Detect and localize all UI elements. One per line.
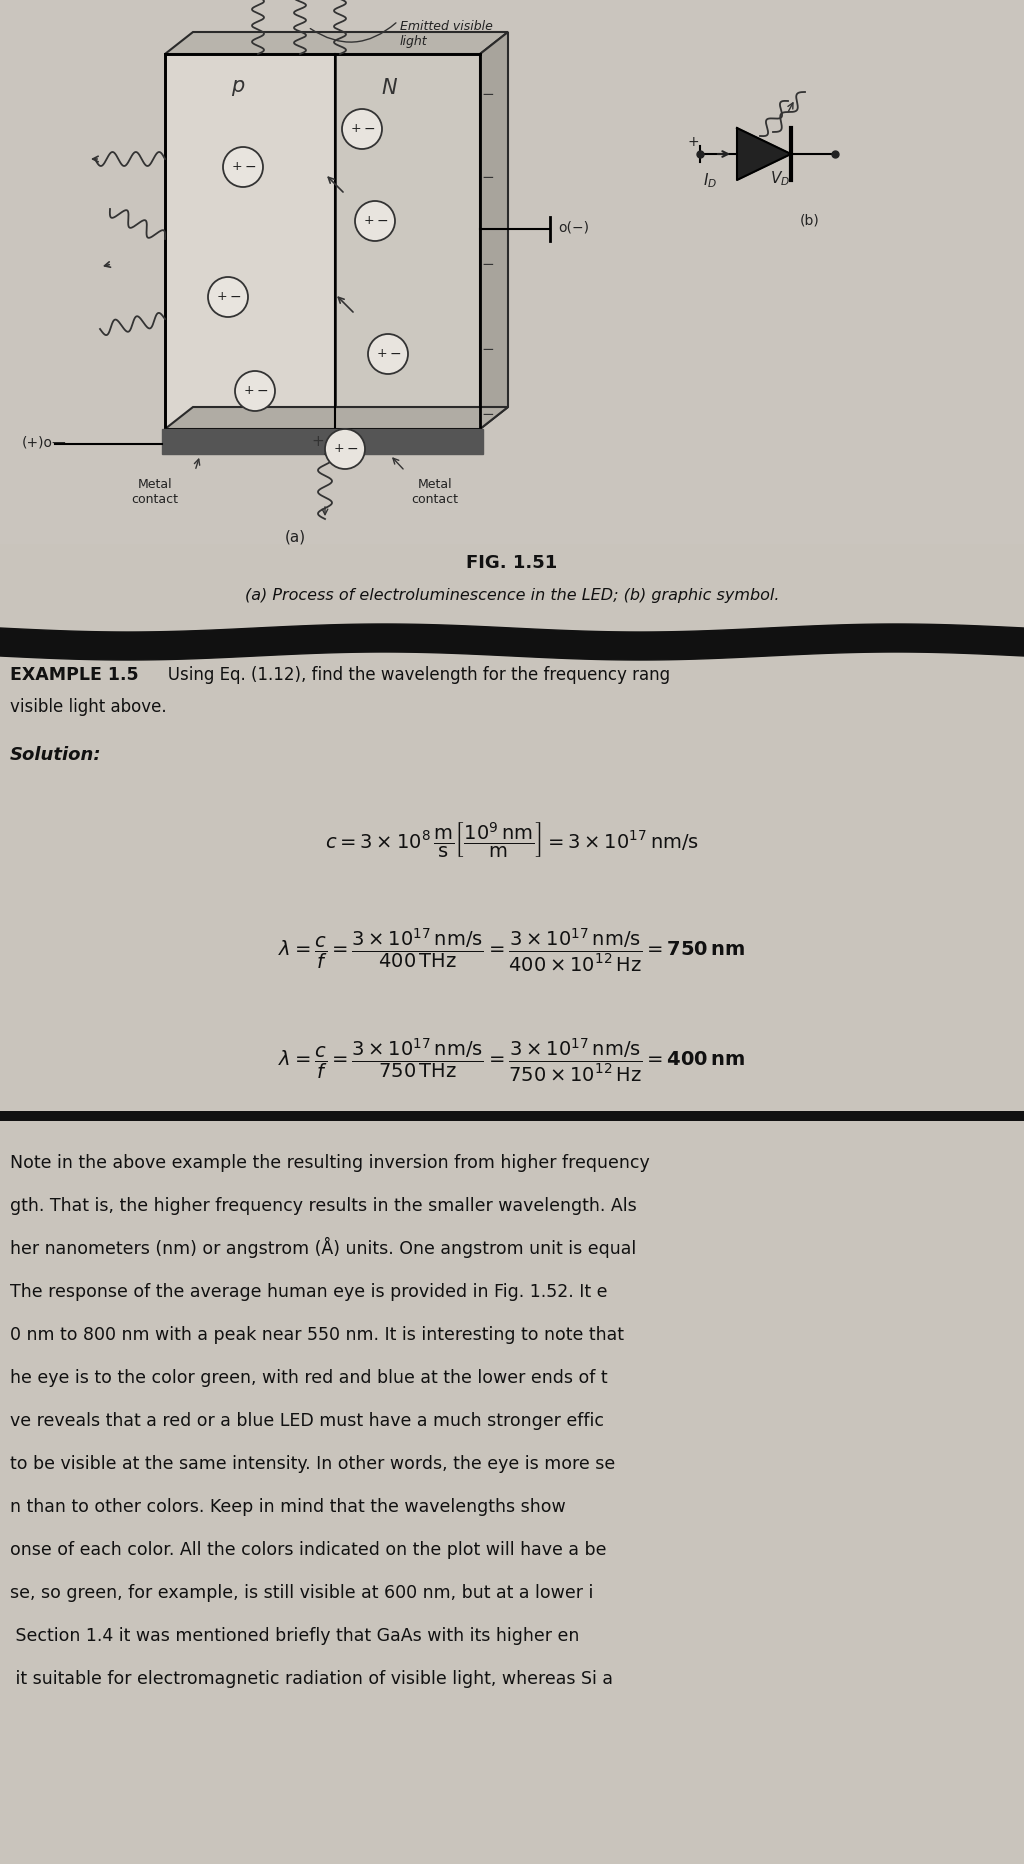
Text: gth. That is, the higher frequency results in the smaller wavelength. Als: gth. That is, the higher frequency resul… [10, 1197, 637, 1213]
Text: +: + [687, 134, 698, 149]
Bar [0, 1111, 1024, 1122]
Bar [335, 54, 480, 431]
Text: −: − [229, 289, 241, 304]
Text: −: − [481, 170, 495, 185]
Text: +: + [244, 384, 254, 397]
Text: $c = 3 \times 10^8\, \dfrac{\mathrm{m}}{\mathrm{s}}\left[\dfrac{10^9\,\mathrm{nm: $c = 3 \times 10^8\, \dfrac{\mathrm{m}}{… [325, 820, 699, 859]
Text: her nanometers (nm) or angstrom (Å) units. One angstrom unit is equal: her nanometers (nm) or angstrom (Å) unit… [10, 1236, 636, 1258]
Polygon shape [162, 431, 335, 455]
Text: −: − [346, 442, 357, 457]
Text: $\lambda = \dfrac{c}{f} = \dfrac{3 \times 10^{17}\,\mathrm{nm/s}}{400\,\mathrm{T: $\lambda = \dfrac{c}{f} = \dfrac{3 \time… [279, 926, 745, 973]
Polygon shape [165, 34, 508, 54]
Text: −: − [364, 121, 375, 136]
Text: −: − [481, 257, 495, 272]
Polygon shape [480, 34, 508, 431]
Text: Using Eq. (1.12), find the wavelength for the frequency rang: Using Eq. (1.12), find the wavelength fo… [152, 665, 670, 684]
Text: visible light above.: visible light above. [10, 697, 167, 716]
Text: to be visible at the same intensity. In other words, the eye is more se: to be visible at the same intensity. In … [10, 1454, 615, 1473]
Text: −: − [481, 88, 495, 103]
Text: −: − [244, 160, 256, 173]
Text: (b): (b) [800, 214, 820, 227]
Circle shape [223, 147, 263, 188]
Circle shape [342, 110, 382, 149]
Text: The response of the average human eye is provided in Fig. 1.52. It e: The response of the average human eye is… [10, 1282, 607, 1301]
Circle shape [368, 336, 408, 375]
Polygon shape [737, 129, 791, 181]
Text: FIG. 1.51: FIG. 1.51 [466, 554, 558, 572]
Circle shape [234, 371, 275, 412]
Bar [0, 0, 1024, 544]
Text: $p$: $p$ [230, 78, 245, 99]
Text: 0 nm to 800 nm with a peak near 550 nm. It is interesting to note that: 0 nm to 800 nm with a peak near 550 nm. … [10, 1325, 624, 1344]
Text: +: + [350, 123, 361, 136]
Text: (+)o—: (+)o— [22, 436, 67, 449]
Text: Solution:: Solution: [10, 746, 101, 764]
Text: it suitable for electromagnetic radiation of visible light, whereas Si a: it suitable for electromagnetic radiatio… [10, 1668, 613, 1687]
Text: $V_D$: $V_D$ [770, 170, 791, 188]
Text: −: − [481, 343, 495, 358]
Text: −: − [481, 406, 495, 423]
Text: $I_D$: $I_D$ [702, 171, 717, 190]
Polygon shape [165, 408, 508, 431]
Circle shape [325, 431, 365, 470]
Text: −: − [389, 347, 400, 362]
Text: +: + [334, 442, 344, 455]
Text: $\lambda = \dfrac{c}{f} = \dfrac{3 \times 10^{17}\,\mathrm{nm/s}}{750\,\mathrm{T: $\lambda = \dfrac{c}{f} = \dfrac{3 \time… [279, 1036, 745, 1083]
Text: +: + [231, 160, 243, 173]
Polygon shape [335, 431, 483, 455]
Text: Metal
contact: Metal contact [131, 477, 178, 505]
Text: (a): (a) [285, 529, 305, 544]
Polygon shape [0, 624, 1024, 660]
Text: $N$: $N$ [382, 78, 398, 99]
Text: −: − [256, 384, 268, 397]
Text: Note in the above example the resulting inversion from higher frequency: Note in the above example the resulting … [10, 1154, 650, 1171]
Text: (a) Process of electroluminescence in the LED; (b) graphic symbol.: (a) Process of electroluminescence in th… [245, 587, 779, 602]
Circle shape [208, 278, 248, 319]
Text: −: − [376, 214, 388, 227]
Text: +: + [311, 434, 325, 449]
Text: EXAMPLE 1.5: EXAMPLE 1.5 [10, 665, 138, 684]
Text: se, so green, for example, is still visible at 600 nm, but at a lower i: se, so green, for example, is still visi… [10, 1583, 593, 1601]
Text: +: + [364, 214, 375, 227]
Text: +: + [377, 347, 387, 360]
Text: he eye is to the color green, with red and blue at the lower ends of t: he eye is to the color green, with red a… [10, 1368, 607, 1387]
Circle shape [355, 201, 395, 242]
Text: o(−): o(−) [558, 220, 589, 235]
Bar [165, 54, 335, 431]
Text: n than to other colors. Keep in mind that the wavelengths show: n than to other colors. Keep in mind tha… [10, 1497, 565, 1515]
Text: Metal
contact: Metal contact [412, 477, 459, 505]
Text: ve reveals that a red or a blue LED must have a much stronger effic: ve reveals that a red or a blue LED must… [10, 1411, 604, 1430]
Text: Emitted visible
light: Emitted visible light [400, 21, 493, 48]
Text: onse of each color. All the colors indicated on the plot will have a be: onse of each color. All the colors indic… [10, 1540, 606, 1558]
Text: +: + [217, 291, 227, 304]
Text: Section 1.4 it was mentioned briefly that GaAs with its higher en: Section 1.4 it was mentioned briefly tha… [10, 1625, 580, 1644]
